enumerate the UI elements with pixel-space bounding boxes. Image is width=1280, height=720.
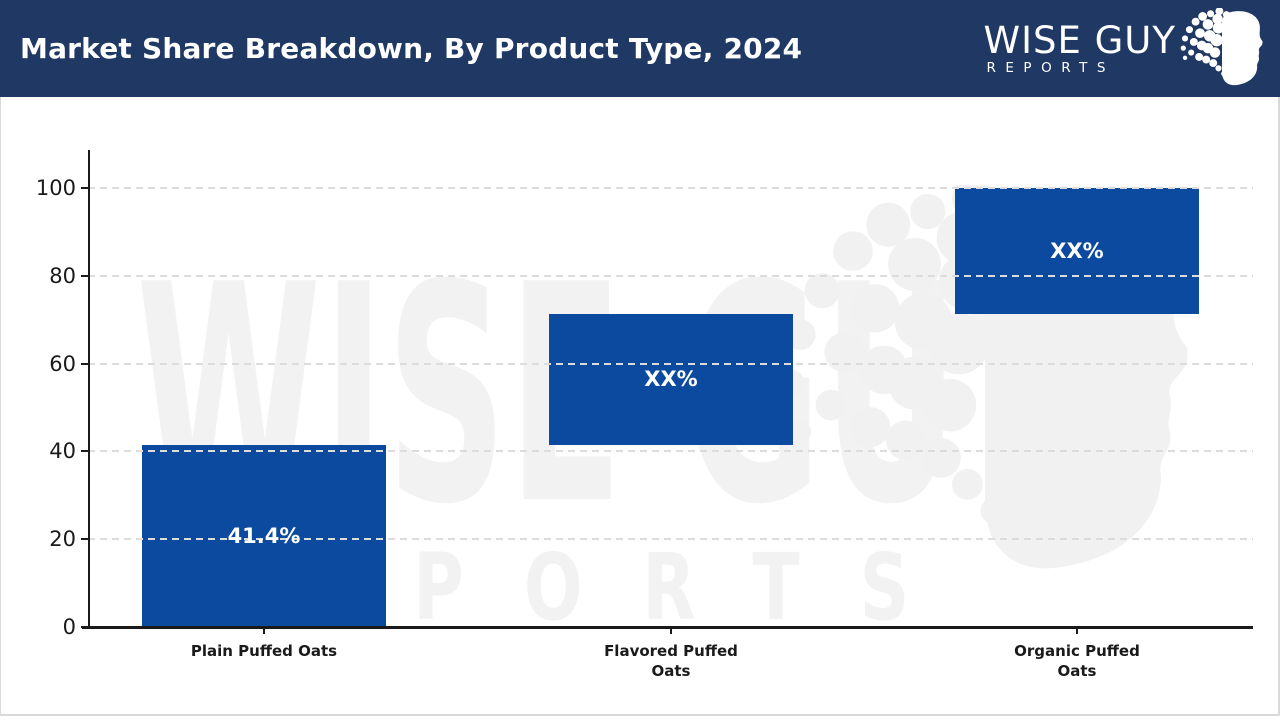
logo-reports-text: REPORTS <box>986 60 1115 77</box>
y-tick-label: 60 <box>49 351 76 376</box>
bar-value-label: XX% <box>1050 238 1104 263</box>
bar-value-label: 41.4% <box>227 524 301 549</box>
y-tick-mark <box>81 274 88 277</box>
x-tick-mark <box>670 627 672 634</box>
x-tick-mark <box>263 627 265 634</box>
y-gridline <box>88 450 1253 453</box>
bar-value-label: XX% <box>644 367 698 392</box>
bar-2 <box>549 313 793 446</box>
y-axis-spine <box>88 150 90 629</box>
x-axis-spine <box>82 626 1253 629</box>
logo-face-dots-icon <box>1180 8 1263 86</box>
y-gridline <box>88 187 1253 189</box>
y-tick-mark <box>81 362 88 365</box>
bar-3 <box>955 188 1199 314</box>
x-axis-label: Flavored Puffed Oats <box>604 642 738 680</box>
y-tick-label: 40 <box>49 439 76 464</box>
x-axis-label: Plain Puffed Oats <box>190 642 338 660</box>
bar-1 <box>142 445 386 627</box>
y-tick-label: 80 <box>49 263 76 288</box>
y-gridline <box>88 274 1253 277</box>
y-gridline <box>88 538 1253 541</box>
y-tick-mark <box>81 450 88 453</box>
bottom-border <box>0 714 1280 716</box>
wiseguy-logo: WISE GUY REPORTS <box>984 7 1266 91</box>
y-tick-mark <box>81 187 88 189</box>
x-axis-label: Organic Puffed Oats <box>1014 642 1140 680</box>
y-tick-label: 20 <box>49 527 76 552</box>
y-tick-label: 0 <box>62 615 76 639</box>
chart-title: Market Share Breakdown, By Product Type,… <box>20 32 803 65</box>
y-tick-label: 100 <box>35 176 76 200</box>
logo-wiseguy-text: WISE GUY <box>983 19 1176 63</box>
header-banner: Market Share Breakdown, By Product Type,… <box>0 0 1280 97</box>
right-border <box>1278 97 1280 716</box>
x-tick-mark <box>1076 627 1078 634</box>
y-gridline <box>88 362 1253 365</box>
left-border <box>0 97 1 716</box>
y-tick-mark <box>81 538 88 541</box>
